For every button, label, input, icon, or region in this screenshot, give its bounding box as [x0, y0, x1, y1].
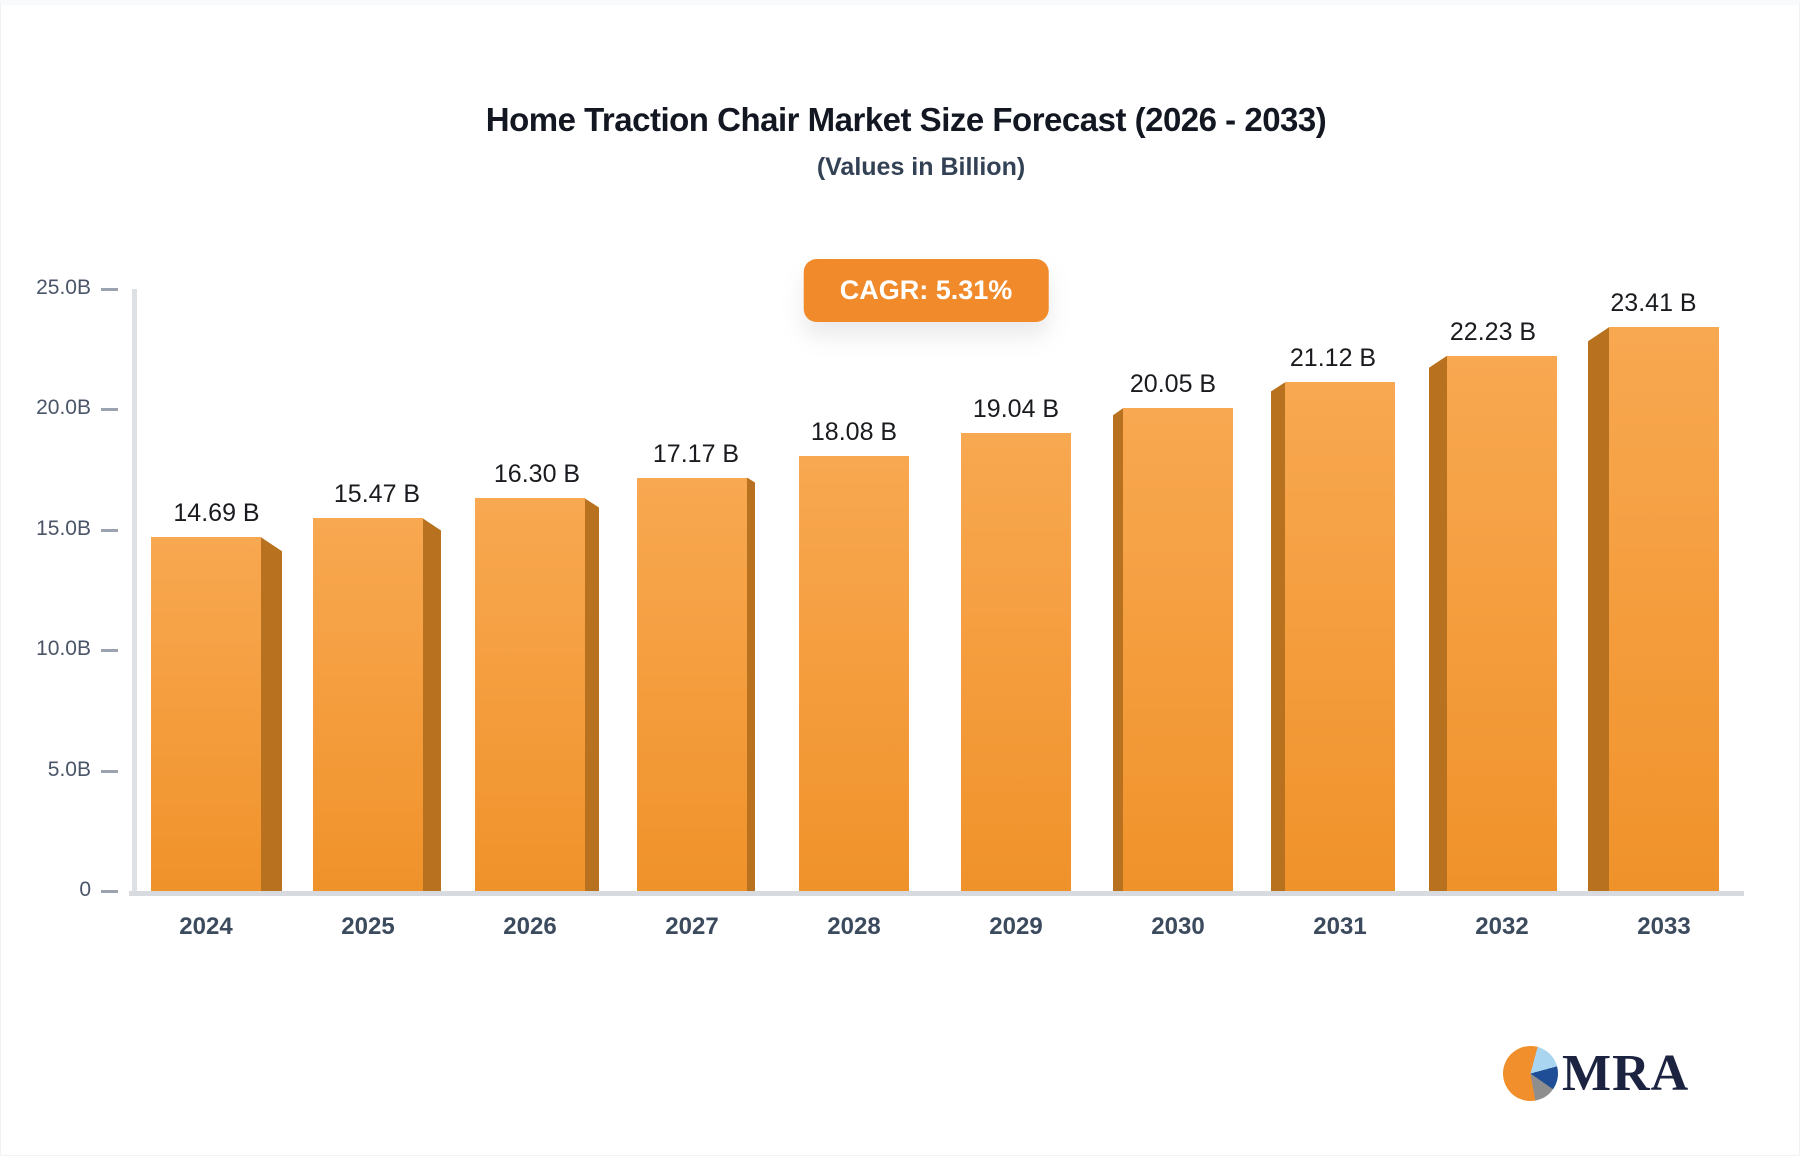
bar-value-label: 19.04 B	[972, 394, 1060, 423]
x-axis-tick-label: 2029	[989, 913, 1043, 940]
bar-2026	[475, 498, 599, 891]
x-axis-tick-label: 2025	[341, 913, 395, 940]
bar-2025	[313, 518, 441, 891]
y-axis-tick-label: 20.0B	[36, 396, 91, 420]
bar-2028	[799, 455, 909, 891]
bar-front-face	[799, 455, 909, 891]
x-axis-tick-label: 2032	[1475, 913, 1529, 940]
bar-side-face	[747, 477, 755, 891]
bar-value-label: 17.17 B	[652, 439, 740, 468]
x-axis-tick-label: 2028	[827, 913, 881, 940]
bar-front-face	[1609, 327, 1719, 891]
bar-side-face	[261, 537, 282, 891]
x-axis-tick-label: 2033	[1637, 913, 1691, 940]
bar-front-face	[1447, 355, 1557, 891]
x-axis-tick-label: 2024	[179, 913, 233, 940]
bar-side-face	[1588, 327, 1609, 891]
bar-front-face	[313, 518, 423, 891]
bar-side-face	[423, 518, 441, 891]
bar-value-label: 22.23 B	[1449, 317, 1537, 346]
bar-2032	[1429, 355, 1557, 891]
bar-2033	[1588, 327, 1719, 891]
bar-chart-plot-area: 0 5.0B 10.0B 15.0B 20.0B 25.0B 14.69 B 2024 15.4…	[1, 5, 1799, 1155]
y-tick-mark	[101, 528, 118, 532]
x-axis-tick-label: 2030	[1151, 913, 1205, 940]
bar-front-face	[151, 537, 261, 891]
y-axis-tick-label: 10.0B	[36, 637, 91, 661]
y-axis-line	[132, 289, 137, 895]
chart-title: Home Traction Chair Market Size Forecast…	[485, 101, 1327, 138]
bar-value-label: 21.12 B	[1289, 344, 1377, 373]
bar-value-label: 23.41 B	[1610, 289, 1697, 318]
bar-side-face	[585, 498, 599, 891]
bar-value-label: 15.47 B	[333, 480, 421, 509]
x-axis-tick-label: 2027	[665, 913, 719, 940]
y-tick-mark	[101, 890, 118, 893]
bar-2027	[637, 477, 755, 891]
logo-text: MRA	[1562, 1044, 1690, 1102]
bar-front-face	[475, 498, 585, 891]
bar-front-face	[1123, 408, 1233, 891]
bar-value-label: 18.08 B	[810, 417, 898, 446]
bar-side-face	[1271, 382, 1285, 891]
y-tick-mark	[101, 408, 118, 412]
bar-side-face	[1429, 355, 1447, 891]
x-axis-line	[129, 891, 1744, 896]
mra-logo: MRA	[1503, 1042, 1689, 1104]
bar-2024	[151, 537, 282, 891]
cagr-badge: CAGR: 5.31%	[803, 259, 1049, 322]
chart-subtitle: (Values in Billion)	[816, 153, 1026, 181]
bar-2029	[961, 432, 1071, 891]
bar-value-label: 16.30 B	[493, 460, 581, 489]
bar-front-face	[1285, 382, 1395, 891]
bar-front-face	[637, 477, 747, 891]
x-axis-tick-label: 2026	[503, 913, 557, 940]
y-axis-tick-label: 25.0B	[36, 276, 91, 299]
y-tick-mark	[101, 769, 118, 773]
bar-2030	[1113, 408, 1233, 891]
bar-2031	[1271, 382, 1395, 891]
bar-front-face	[961, 432, 1071, 891]
y-tick-mark	[101, 649, 118, 653]
bar-value-label: 20.05 B	[1129, 370, 1217, 399]
pie-chart-logo-icon	[1503, 1045, 1558, 1101]
y-axis-tick-label: 5.0B	[47, 757, 91, 781]
y-axis-tick-label: 15.0B	[36, 516, 91, 540]
bar-value-label: 14.69 B	[173, 499, 260, 528]
y-tick-mark	[101, 288, 118, 291]
bar-side-face	[1113, 408, 1123, 891]
y-axis-tick-label: 0	[79, 878, 91, 901]
x-axis-tick-label: 2031	[1313, 913, 1367, 940]
